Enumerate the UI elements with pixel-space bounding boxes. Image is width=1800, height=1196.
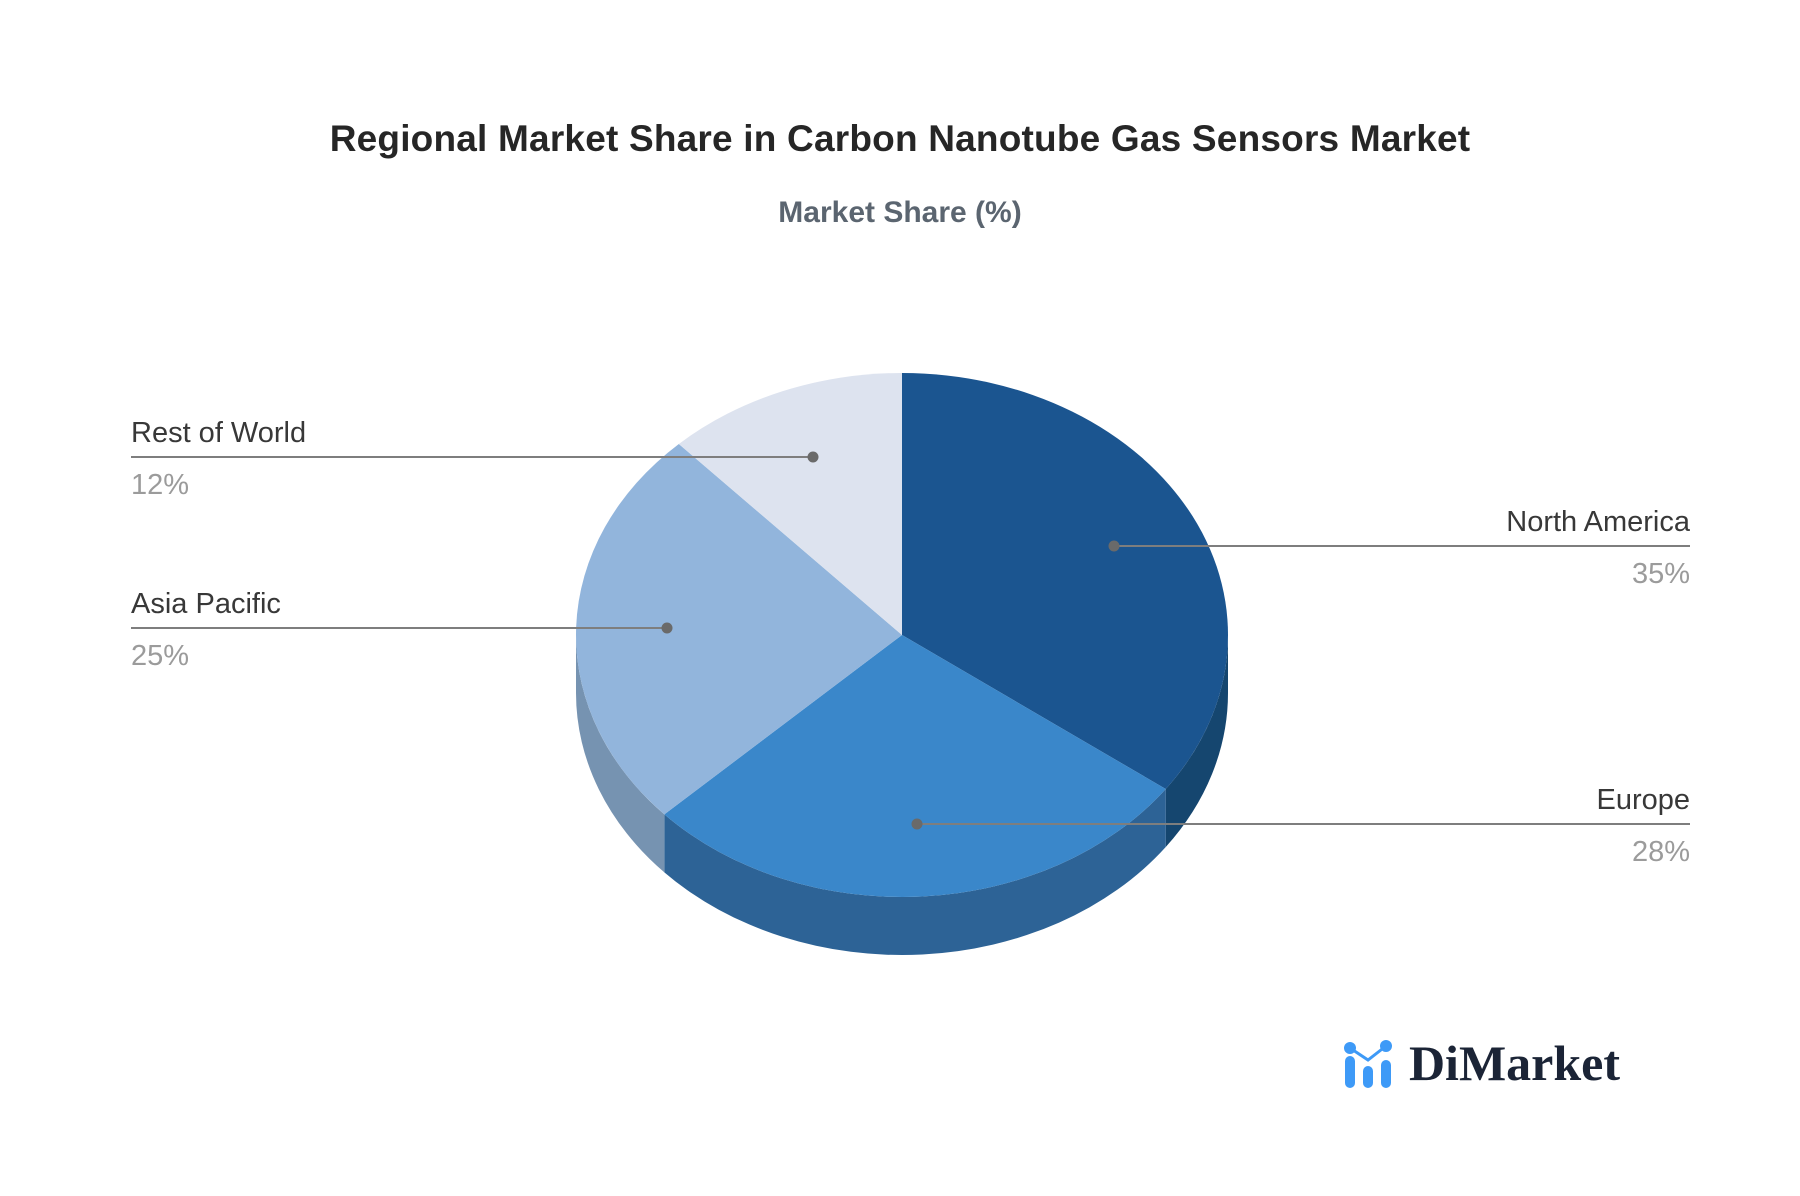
dimarket-logo: DiMarket [1343, 1036, 1620, 1090]
leader-dot-north-america [1108, 540, 1120, 552]
slice-label: Rest of World [131, 417, 307, 449]
slice-side-asia-pacific [576, 635, 665, 873]
slice-label: North America [1506, 506, 1690, 538]
slice-europe[interactable] [664, 635, 1166, 897]
callout-north-america: North America 35% [1506, 506, 1690, 590]
slice-side-north-america [1165, 635, 1228, 847]
chart-subtitle: Market Share (%) [778, 196, 1022, 229]
slice-value: 25% [131, 640, 190, 672]
slice-side-europe [664, 789, 1166, 955]
callout-europe: Europe 28% [1596, 784, 1690, 868]
slice-north-america[interactable] [902, 373, 1229, 789]
slice-label: Europe [1596, 784, 1690, 816]
slice-rest-of-world[interactable] [678, 373, 902, 635]
leader-dot-rest-of-world [807, 451, 819, 463]
leader-dot-europe [911, 818, 923, 830]
chart-title: Regional Market Share in Carbon Nanotube… [329, 118, 1471, 159]
slice-label: Asia Pacific [131, 588, 281, 620]
logo-text: DiMarket [1408, 1035, 1620, 1091]
slice-value: 28% [1631, 836, 1690, 868]
leader-dot-asia-pacific [661, 622, 673, 634]
callout-asia-pacific: Asia Pacific 25% [131, 588, 281, 672]
bar-chart-icon [1343, 1040, 1392, 1088]
slice-value: 35% [1631, 558, 1690, 590]
callout-rest-of-world: Rest of World 12% [131, 417, 306, 501]
slice-value: 12% [131, 469, 190, 501]
slice-asia-pacific[interactable] [576, 444, 902, 815]
